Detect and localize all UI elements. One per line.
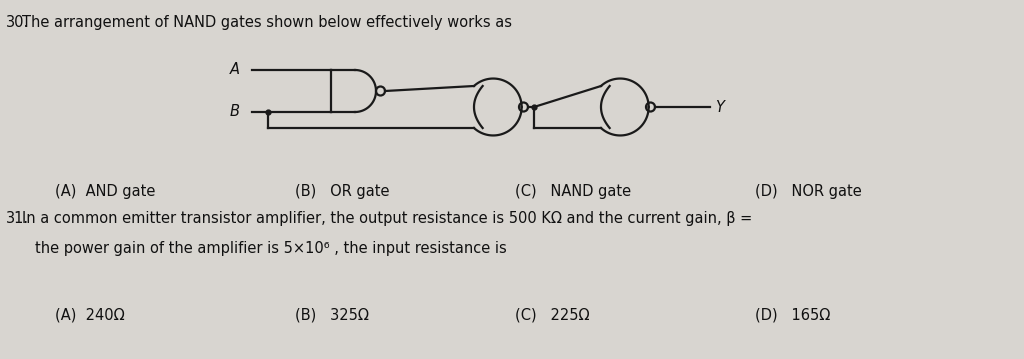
Text: (C)   NAND gate: (C) NAND gate: [515, 184, 631, 199]
Text: (A)  AND gate: (A) AND gate: [55, 184, 156, 199]
Text: 30.: 30.: [6, 15, 30, 30]
Text: The arrangement of NAND gates shown below effectively works as: The arrangement of NAND gates shown belo…: [22, 15, 512, 30]
Text: (B)   OR gate: (B) OR gate: [295, 184, 389, 199]
Text: A: A: [230, 62, 240, 78]
Text: (A)  240Ω: (A) 240Ω: [55, 307, 125, 322]
Text: (D)   NOR gate: (D) NOR gate: [755, 184, 862, 199]
Text: (C)   225Ω: (C) 225Ω: [515, 307, 590, 322]
Text: 31.: 31.: [6, 211, 29, 226]
Text: B: B: [230, 104, 240, 120]
Text: In a common emitter transistor amplifier, the output resistance is 500 KΩ and th: In a common emitter transistor amplifier…: [22, 211, 753, 226]
Text: Y: Y: [715, 99, 724, 115]
Text: (B)   325Ω: (B) 325Ω: [295, 307, 369, 322]
Text: (D)   165Ω: (D) 165Ω: [755, 307, 830, 322]
Text: the power gain of the amplifier is 5×10⁶ , the input resistance is: the power gain of the amplifier is 5×10⁶…: [35, 241, 507, 256]
